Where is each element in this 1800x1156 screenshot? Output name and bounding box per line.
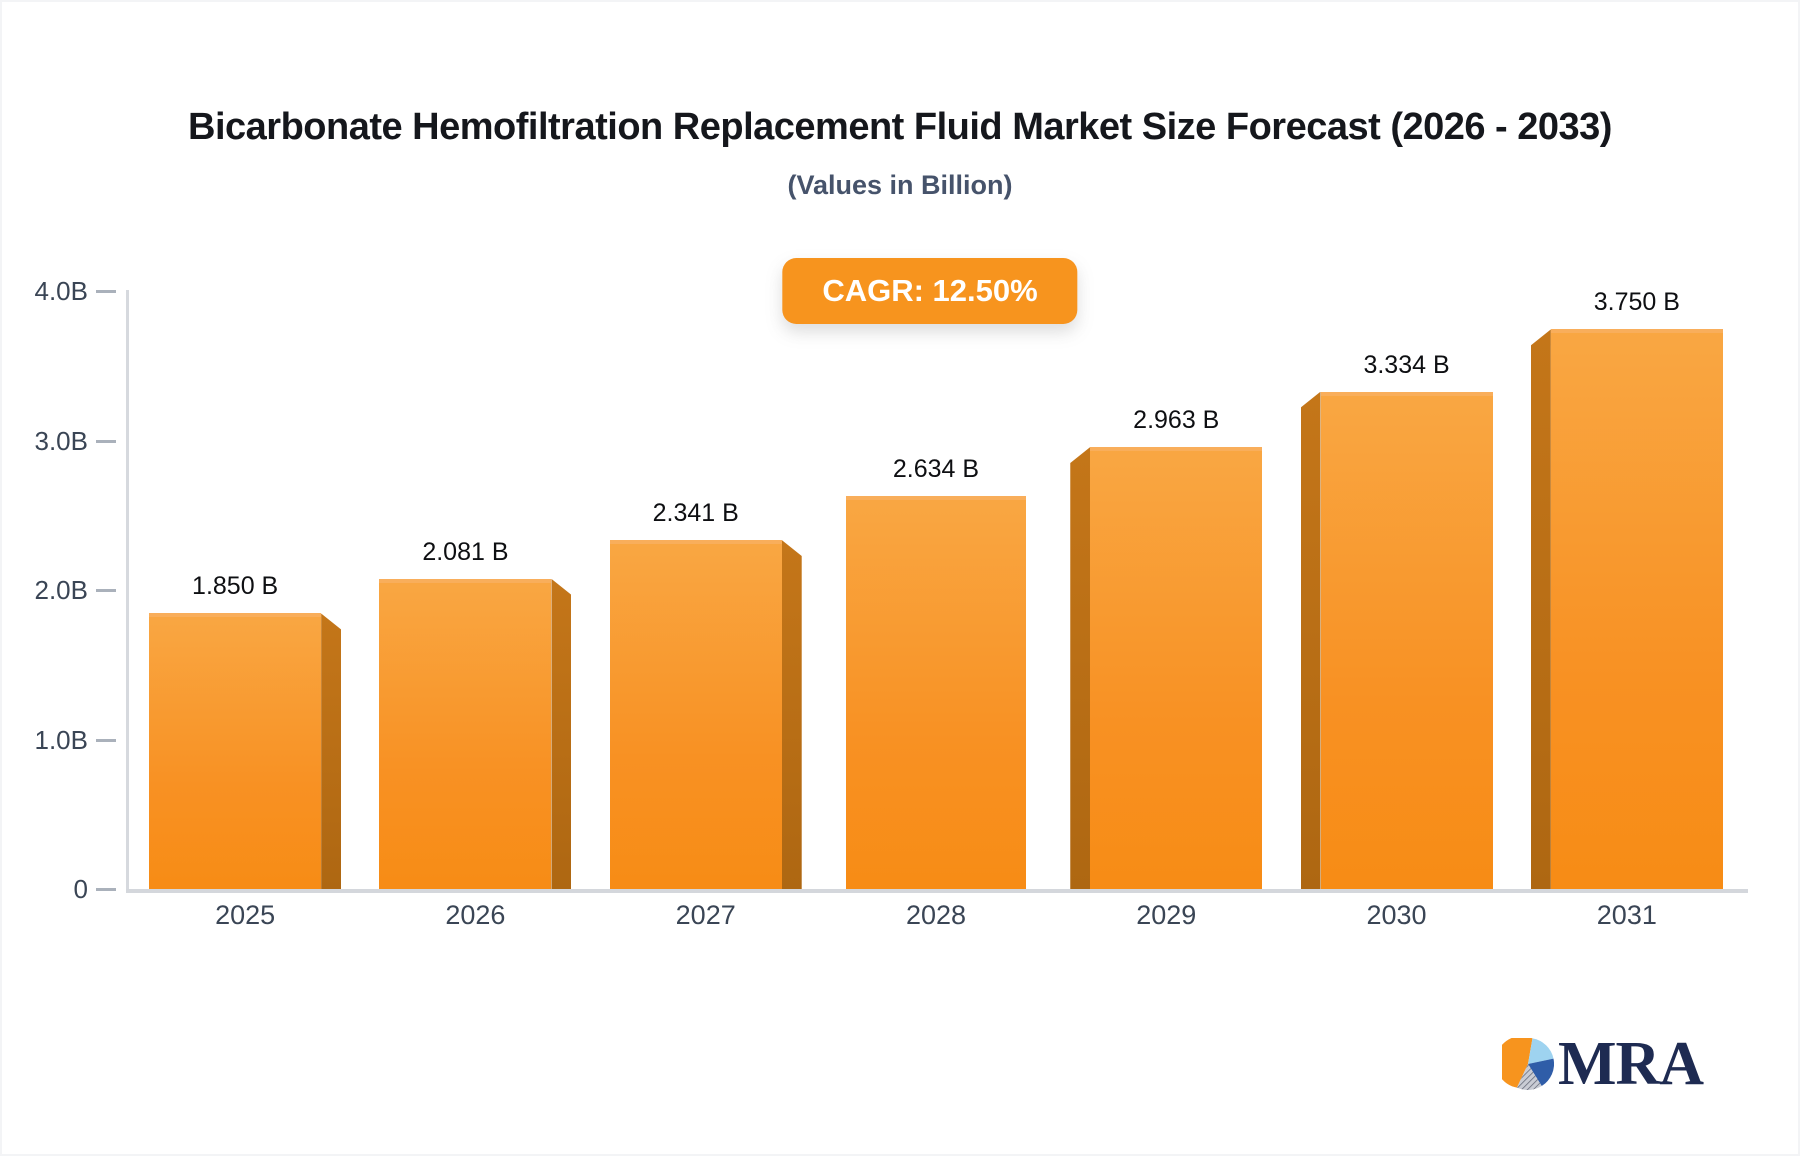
y-tick-label: 0	[73, 874, 88, 904]
bar-slot-2030: 3.334 B	[1281, 292, 1511, 890]
bar-value-label-2026: 2.081 B	[422, 537, 509, 566]
bar-2029: 2.963 B	[1070, 292, 1263, 890]
chart-subtitle: (Values in Billion)	[787, 170, 1013, 200]
mra-logo: MRA	[1502, 1030, 1704, 1098]
bar-front-2030: 3.334 B	[1320, 351, 1493, 890]
y-tick-label: 2.0B	[34, 575, 89, 605]
bar-2031: 3.750 B	[1530, 288, 1723, 890]
bar-2030: 3.334 B	[1300, 292, 1493, 890]
bar-front-2025: 1.850 B	[149, 572, 322, 890]
x-axis-label-2026: 2026	[445, 900, 506, 930]
bar-value-label-2031: 3.750 B	[1593, 288, 1680, 317]
x-axis-labels: 2025 2026 2027 2028 2029 2030 2031	[130, 900, 1742, 931]
bar-front-2029: 2.963 B	[1090, 406, 1263, 890]
x-axis-line	[126, 889, 1748, 893]
y-tick-dash	[96, 888, 116, 891]
bar-side-2026	[551, 578, 572, 890]
mra-pie-icon	[1502, 1038, 1554, 1090]
plot-area: 1.850 B 2.081 B 2.341 B 2.634 B 2.963 B 3.334…	[35, 276, 1748, 904]
bar-2026: 2.081 B	[379, 292, 572, 890]
bar-slot-2031: 3.750 B	[1512, 288, 1742, 890]
y-tick-dash	[96, 290, 116, 293]
chart-title: Bicarbonate Hemofiltration Replacement F…	[188, 106, 1612, 148]
bar-side-2027	[781, 540, 802, 890]
bar-front-2031: 3.750 B	[1550, 288, 1723, 890]
bar-slot-2028: 2.634 B	[821, 292, 1051, 890]
bar-value-label-2029: 2.963 B	[1133, 406, 1220, 435]
bars-container: 1.850 B 2.081 B 2.341 B 2.634 B 2.963 B 3.334…	[130, 288, 1742, 890]
bar-front-2028: 2.634 B	[845, 455, 1026, 890]
bar-slot-2026: 2.081 B	[360, 292, 590, 890]
bar-value-label-2030: 3.334 B	[1363, 350, 1450, 379]
y-tick-dash	[96, 589, 116, 592]
bar-side-2029	[1070, 447, 1091, 890]
y-tick-dash	[96, 439, 116, 443]
bar-2027: 2.341 B	[609, 292, 802, 890]
bar-value-label-2027: 2.341 B	[652, 499, 739, 528]
mra-logo-text: MRA	[1558, 1030, 1704, 1098]
bar-slot-2029: 2.963 B	[1051, 292, 1281, 890]
cagr-badge: CAGR: 12.50%	[782, 258, 1078, 324]
bar-slot-2025: 1.850 B	[130, 292, 360, 890]
bar-front-2027: 2.341 B	[609, 499, 782, 890]
bar-slot-2027: 2.341 B	[591, 292, 821, 890]
y-tick-dash	[96, 738, 116, 742]
y-axis-line	[126, 290, 129, 890]
bar-side-2031	[1530, 329, 1551, 890]
bar-front-2026: 2.081 B	[379, 538, 552, 890]
x-axis-label-2025: 2025	[215, 900, 276, 930]
bar-value-label-2028: 2.634 B	[892, 455, 980, 484]
bar-value-label-2025: 1.850 B	[192, 572, 279, 601]
y-tick-label: 1.0B	[34, 724, 89, 755]
bar-side-2025	[321, 613, 342, 890]
x-axis-label-2031: 2031	[1596, 900, 1657, 930]
y-tick-label: 4.0B	[34, 276, 89, 306]
bar-2028: 2.634 B	[845, 292, 1026, 890]
x-axis-label-2030: 2030	[1366, 900, 1427, 930]
x-axis-label-2029: 2029	[1136, 900, 1197, 930]
bar-side-2030	[1300, 391, 1321, 890]
y-tick-label: 3.0B	[34, 425, 89, 456]
bar-2025: 1.850 B	[149, 292, 342, 890]
x-axis-label-2027: 2027	[675, 900, 736, 930]
x-axis-label-2028: 2028	[905, 900, 967, 930]
